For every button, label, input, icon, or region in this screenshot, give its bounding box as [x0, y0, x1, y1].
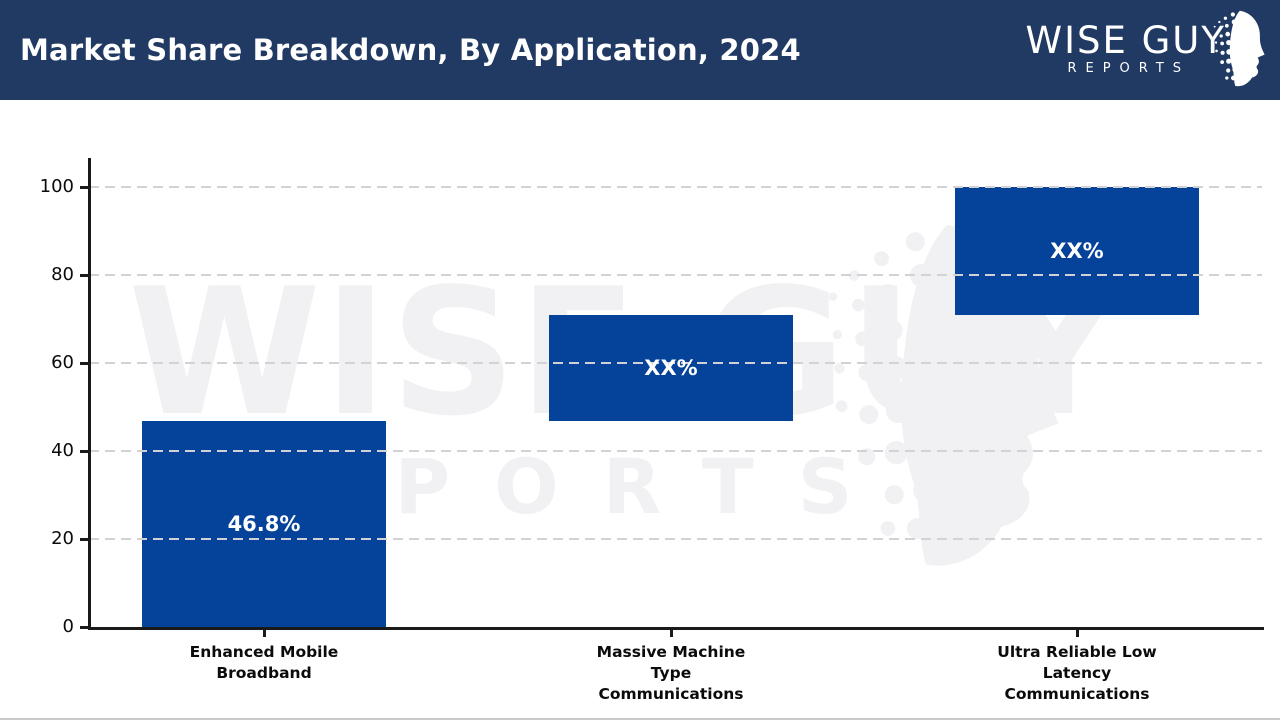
- y-axis-tick: [80, 626, 89, 629]
- y-axis-tick-label: 80: [51, 264, 74, 285]
- page-title: Market Share Breakdown, By Application, …: [20, 33, 801, 67]
- brand-logo-text: WISE GUY REPORTS: [1025, 19, 1226, 77]
- y-axis-tick: [80, 538, 89, 541]
- bar-value-label: XX%: [1050, 239, 1104, 264]
- face-profile-icon: [1213, 10, 1265, 87]
- gridline-y-60: [89, 362, 1262, 364]
- y-axis-tick: [80, 274, 89, 277]
- category-label: Enhanced Mobile Broadband: [189, 643, 339, 682]
- x-axis-tick: [263, 629, 266, 637]
- y-axis-spine: [88, 158, 91, 629]
- chart-area: WISE GUY REPORTS 0 20 40 60 80 100: [0, 100, 1280, 718]
- y-axis-tick-label: 40: [51, 440, 74, 461]
- gridline-y-100: [89, 186, 1262, 188]
- x-axis-tick: [1076, 629, 1079, 637]
- gridline-y-20: [89, 538, 1262, 540]
- x-axis-spine: [88, 627, 1264, 630]
- y-axis-tick-label: 0: [62, 616, 74, 637]
- gridline-y-80: [89, 274, 1262, 276]
- bar-value-label: 46.8%: [227, 512, 301, 537]
- gridline-y-40: [89, 450, 1262, 452]
- category-label: Ultra Reliable Low Latency Communications: [997, 643, 1157, 703]
- y-axis-tick: [80, 186, 89, 189]
- bar-segment-2: [549, 315, 793, 422]
- bar-segment-1: [142, 421, 386, 627]
- y-axis-tick-label: 20: [51, 528, 74, 549]
- y-axis-tick-label: 100: [39, 176, 74, 197]
- bar-value-label: XX%: [644, 356, 698, 381]
- header: Market Share Breakdown, By Application, …: [0, 0, 1280, 100]
- brand-name: WISE GUY: [1025, 19, 1226, 62]
- category-label: Massive Machine Type Communications: [596, 643, 746, 703]
- x-axis-tick: [670, 629, 673, 637]
- y-axis-tick-label: 60: [51, 352, 74, 373]
- brand-subname: REPORTS: [1067, 61, 1191, 76]
- y-axis-tick: [80, 362, 89, 365]
- plot: 0 20 40 60 80 100 46.8% Enhanced Mobile Broadban…: [0, 100, 1280, 718]
- y-axis-tick: [80, 450, 89, 453]
- brand-logo: WISE GUY REPORTS: [1026, 8, 1266, 92]
